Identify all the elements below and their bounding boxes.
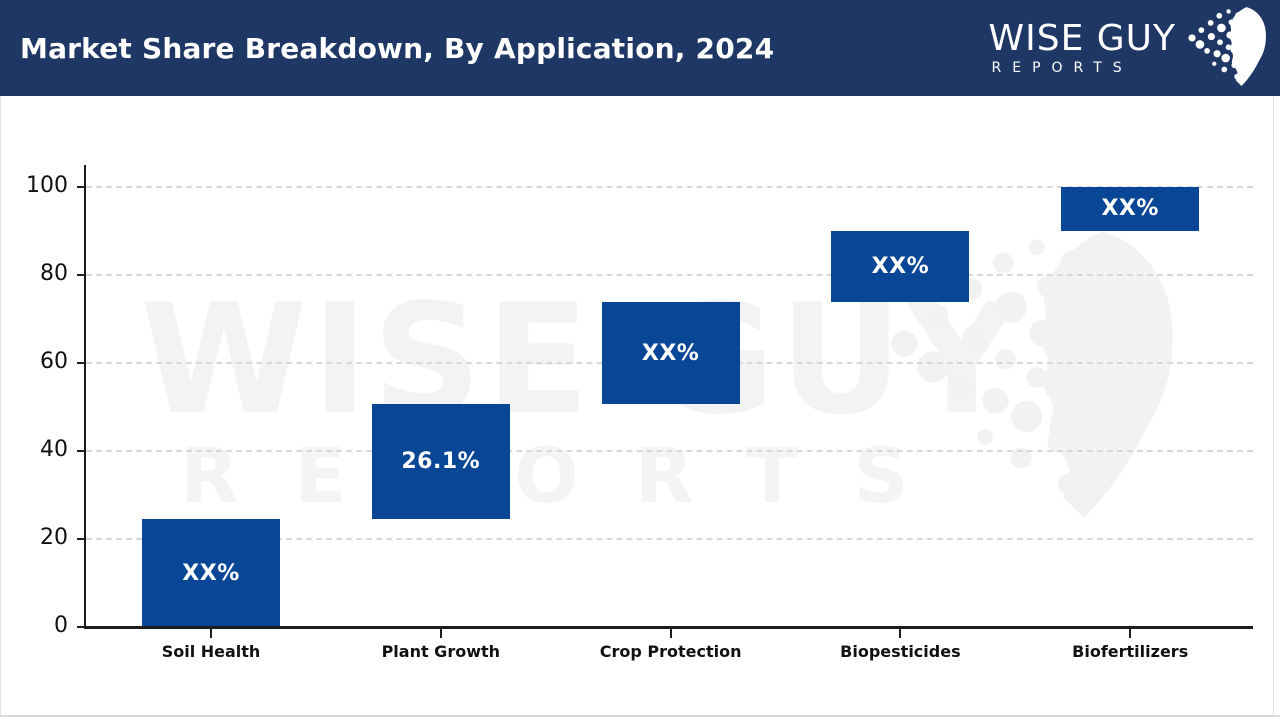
x-axis-tick (439, 629, 442, 638)
bar-value-label: XX% (871, 253, 930, 279)
bar-segment: XX% (601, 302, 740, 405)
y-tick-label: 40 (40, 437, 68, 462)
x-category-label: Soil Health (161, 642, 261, 661)
wiseguy-head-icon (1182, 5, 1268, 91)
y-axis-tick (77, 186, 86, 188)
x-category-label: Biofertilizers (1072, 642, 1189, 661)
x-category-label: Plant Growth (381, 642, 501, 661)
bar-value-label: 26.1% (401, 449, 481, 475)
brand-logo: WISE GUY REPORTS (989, 0, 1269, 96)
x-category-label: Biopesticides (840, 642, 961, 661)
left-edge-rule (0, 96, 1, 717)
right-edge-rule (1273, 96, 1274, 717)
x-category-label: Crop Protection (599, 642, 742, 661)
y-axis-line (84, 165, 86, 629)
x-axis-tick (1129, 629, 1132, 638)
bar-value-label: XX% (1101, 196, 1159, 222)
brand-subtitle: REPORTS (991, 60, 1133, 76)
gridline (86, 274, 1253, 276)
y-axis-tick (77, 274, 86, 276)
y-tick-label: 80 (40, 261, 68, 286)
gridline (86, 186, 1253, 188)
y-axis-tick (77, 538, 86, 540)
bottom-rule (0, 715, 1280, 717)
bar-segment: XX% (1061, 187, 1200, 231)
brand-name: WISE GUY (988, 18, 1176, 59)
x-axis-line (84, 626, 1253, 629)
bar-segment: XX% (142, 519, 280, 627)
y-axis-tick (77, 626, 86, 628)
brand-logo-text: WISE GUY REPORTS (988, 18, 1177, 76)
x-axis-tick (669, 629, 672, 638)
gridline (86, 450, 1253, 452)
header: Market Share Breakdown, By Application, … (0, 0, 1280, 96)
bar-value-label: XX% (641, 340, 700, 366)
bar-segment: 26.1% (371, 404, 510, 520)
x-axis-tick (210, 629, 212, 638)
watermark-subtext: REPORTS (180, 431, 965, 520)
y-tick-label: 0 (54, 613, 68, 638)
y-axis-tick (77, 450, 86, 452)
bar-value-label: XX% (182, 560, 240, 586)
y-tick-label: 60 (40, 349, 68, 374)
y-tick-label: 20 (40, 525, 68, 550)
page-title: Market Share Breakdown, By Application, … (20, 31, 775, 65)
y-tick-label: 100 (26, 173, 68, 198)
y-axis-tick (77, 362, 86, 364)
bar-segment: XX% (831, 230, 970, 303)
x-axis-tick (899, 629, 902, 638)
gridline (86, 538, 1253, 540)
plot-area: WISE GUY REPORTS 0 20 40 60 80 100 XX% Soil Hea… (0, 96, 1280, 720)
